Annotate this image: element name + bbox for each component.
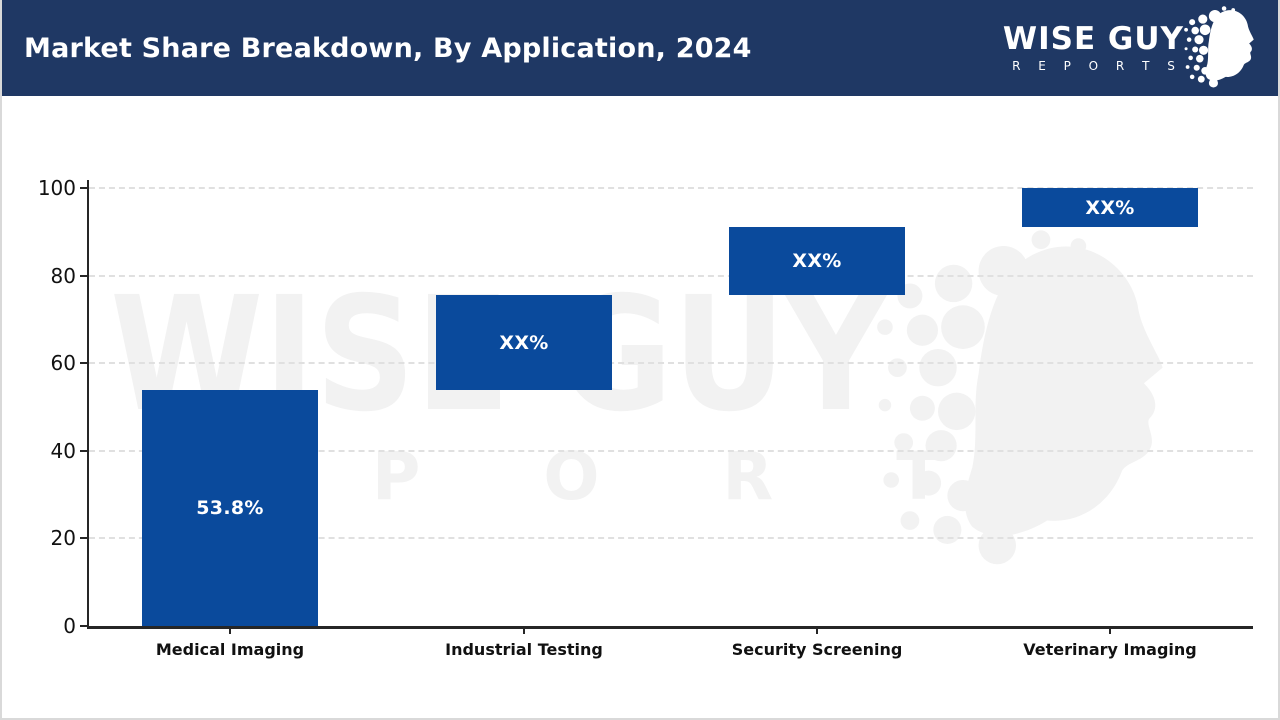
brand-logo: WISE GUY R E P O R T S (1003, 5, 1256, 91)
y-axis-tick-label: 20 (50, 526, 76, 551)
x-axis-label: Medical Imaging (155, 640, 305, 659)
header-banner: Market Share Breakdown, By Application, … (0, 0, 1280, 96)
gridline (89, 362, 1253, 365)
x-axis-label: Security Screening (731, 640, 903, 659)
bar-value-label: XX% (499, 331, 549, 354)
y-axis-line (87, 180, 89, 628)
logo-subtext: R E P O R T S (1012, 59, 1182, 73)
y-axis-tick (80, 274, 87, 277)
y-axis-tick-label: 100 (37, 176, 76, 200)
y-axis-tick (80, 362, 87, 365)
wiseguy-head-icon (1184, 6, 1254, 88)
bar-industrial-testing: XX% (436, 295, 612, 391)
page-title: Market Share Breakdown, By Application, … (24, 32, 752, 64)
x-axis-label: Industrial Testing (445, 640, 603, 659)
gridline (89, 187, 1253, 189)
bar-medical-imaging: 53.8% (142, 390, 318, 626)
gridline (89, 449, 1253, 452)
x-axis-tick (816, 627, 818, 634)
y-axis-tick (80, 537, 87, 540)
x-axis-tick (523, 627, 525, 634)
y-axis-tick-label: 40 (50, 438, 76, 463)
gridline (89, 537, 1253, 540)
x-axis-label: Veterinary Imaging (1023, 640, 1197, 659)
bar-value-label: 53.8% (196, 497, 264, 520)
y-axis-tick-label: 0 (63, 614, 76, 638)
logo-wordmark: WISE GUY (1002, 21, 1184, 57)
bar-value-label: XX% (1085, 196, 1135, 219)
y-axis-tick-label: 80 (50, 263, 76, 288)
bar-security-screening: XX% (729, 227, 905, 296)
y-axis-tick-label: 60 (50, 351, 76, 376)
gridline (89, 274, 1253, 277)
y-axis-tick (80, 187, 87, 189)
x-axis-tick (1109, 627, 1111, 634)
x-axis-line (87, 626, 1253, 629)
x-axis-tick (229, 627, 231, 634)
y-axis-tick (80, 625, 87, 627)
bar-value-label: XX% (792, 250, 842, 273)
y-axis-tick (80, 449, 87, 452)
bar-veterinary-imaging: XX% (1022, 188, 1198, 228)
